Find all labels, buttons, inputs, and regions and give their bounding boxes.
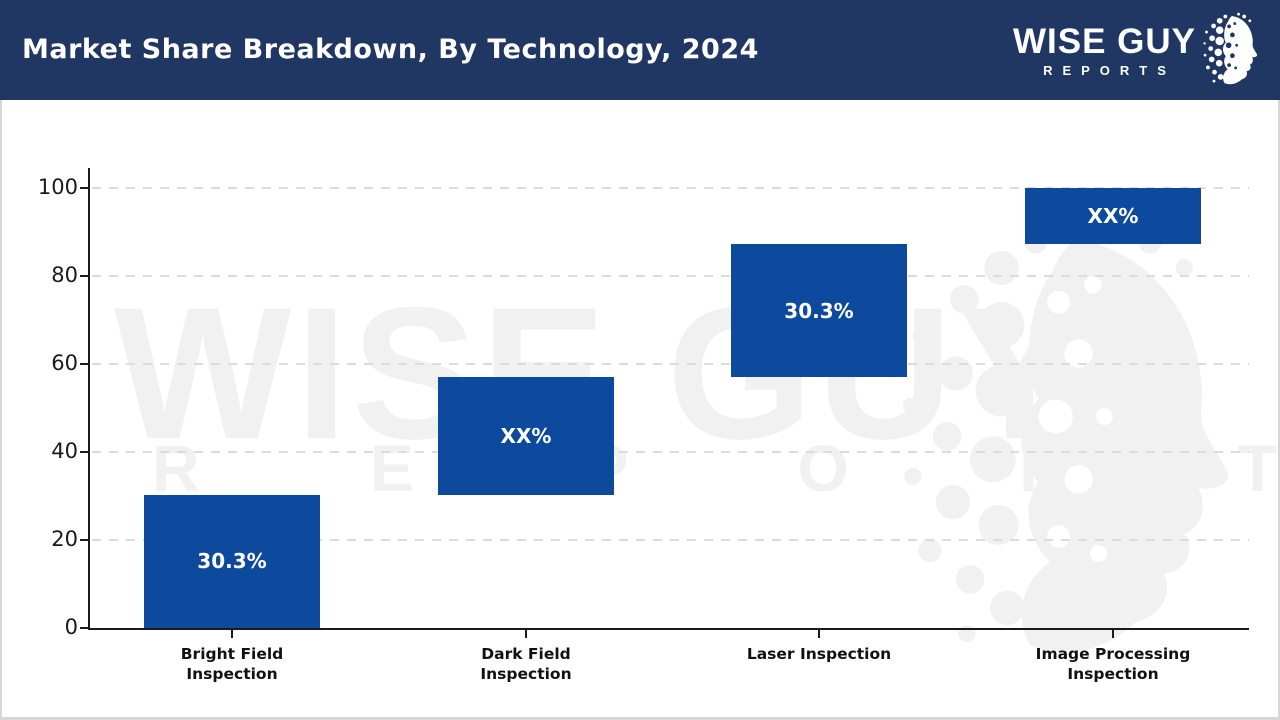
y-tick-0 [80,627,88,629]
y-tick-label-20: 20 [51,527,78,551]
y-tick-label-60: 60 [51,351,78,375]
x-tick-4 [1112,630,1114,638]
y-tick-40 [80,451,88,453]
y-tick-60 [80,363,88,365]
bar-value-label-1: 30.3% [197,549,267,574]
y-tick-20 [80,539,88,541]
y-tick-label-40: 40 [51,439,78,463]
wiseguy-head-icon [1198,11,1264,89]
bar-3: 30.3% [731,243,907,378]
category-label-4: Image Processing Inspection [1035,645,1191,683]
gridline-20 [92,539,1249,541]
category-label-1: Bright Field Inspection [180,645,284,683]
gridline-100 [92,187,1249,189]
bar-2: XX% [438,377,614,495]
logo-wordmark: WISE GUY REPORTS [1012,21,1196,78]
y-tick-label-0: 0 [64,615,78,639]
bar-value-label-3: 30.3% [784,298,854,323]
y-tick-label-100: 100 [37,175,78,199]
header-bar: Market Share Breakdown, By Technology, 2… [0,0,1280,100]
y-axis-line [88,168,90,630]
gridline-60 [92,363,1249,365]
page-title: Market Share Breakdown, By Technology, 2… [22,34,759,65]
y-tick-80 [80,275,88,277]
logo-title-text: WISE GUY [1012,21,1196,61]
watermark-head-icon [870,210,1270,680]
gridline-80 [92,275,1249,277]
gridline-40 [92,451,1249,453]
x-tick-1 [231,630,233,638]
chart-area: WISE GUY R E P O R T S 02040608010030.3%… [0,100,1280,720]
y-tick-100 [80,187,88,189]
x-tick-2 [525,630,527,638]
x-tick-3 [818,630,820,638]
y-tick-label-80: 80 [51,263,78,287]
category-label-3: Laser Inspection [746,645,892,663]
bar-value-label-4: XX% [1087,203,1139,228]
category-label-2: Dark Field Inspection [480,645,572,683]
wiseguy-logo: WISE GUY REPORTS [1013,10,1264,90]
bar-1: 30.3% [144,494,320,628]
bar-4: XX% [1025,188,1201,244]
logo-subtitle-text: REPORTS [1043,62,1176,78]
x-axis-line [88,628,1249,630]
bar-value-label-2: XX% [500,423,552,448]
